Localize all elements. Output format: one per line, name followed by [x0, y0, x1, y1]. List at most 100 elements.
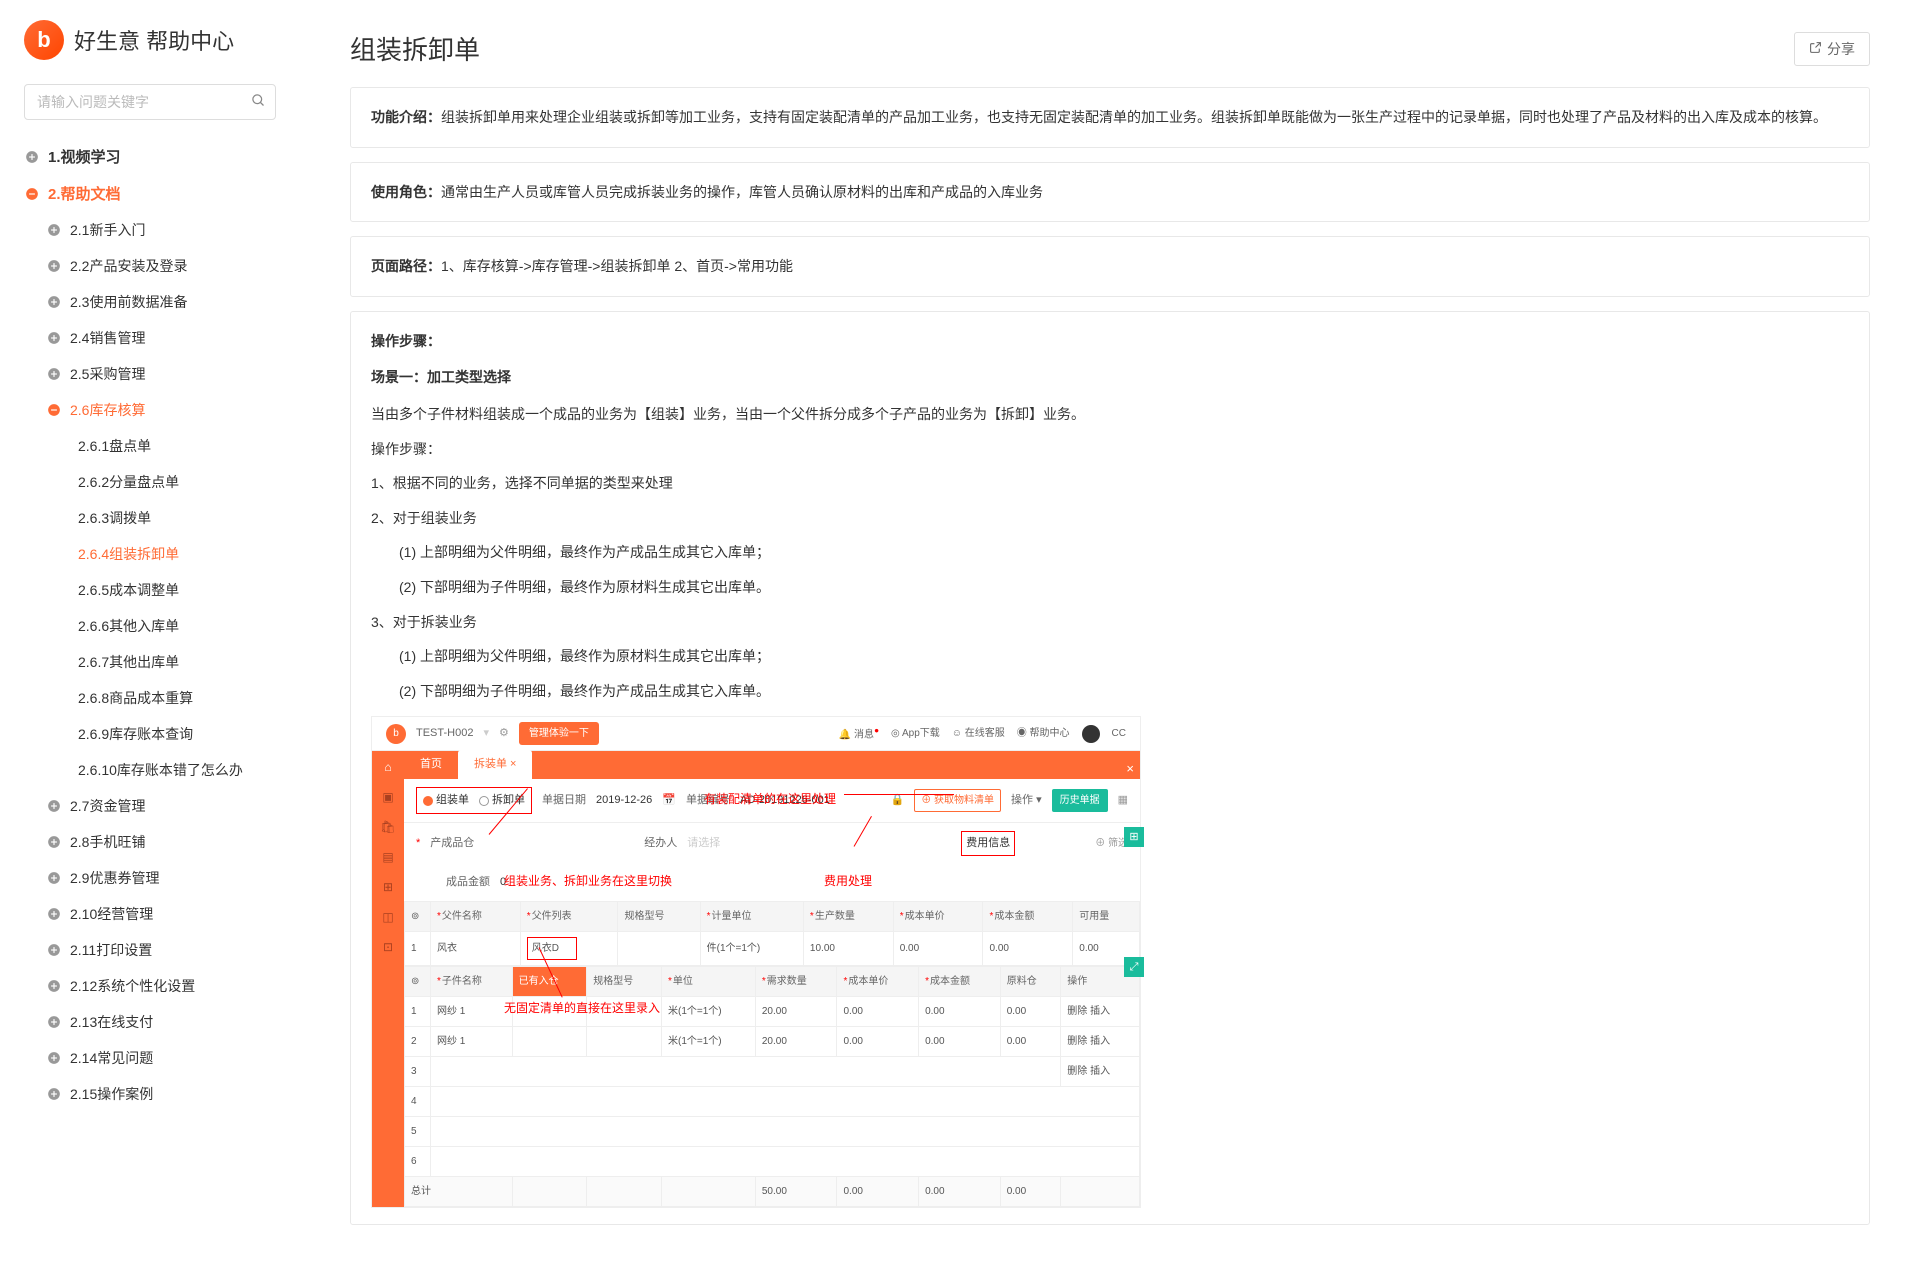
- nav-item[interactable]: 2.14常见问题: [24, 1040, 276, 1076]
- nav-item[interactable]: 2.6.9库存账本查询: [24, 716, 276, 752]
- ss-grid-icon[interactable]: ▦: [1118, 790, 1128, 811]
- ss-fee-input[interactable]: 费用信息: [961, 831, 1015, 856]
- ss-list-input[interactable]: 风衣D: [527, 937, 577, 960]
- nav-item[interactable]: 2.6.7其他出库单: [24, 644, 276, 680]
- role-label: 使用角色：: [371, 184, 441, 200]
- nav-item[interactable]: 2.4销售管理: [24, 320, 276, 356]
- step-2: 2、对于组装业务: [371, 505, 1849, 532]
- ss-calendar-icon[interactable]: 📅: [662, 790, 676, 811]
- nav-label: 2.6库存核算: [70, 400, 145, 420]
- plus-icon: [46, 834, 62, 850]
- ss-nav-item-icon[interactable]: ⊞: [380, 879, 396, 895]
- ss-annotation-3: 费用处理: [824, 870, 872, 893]
- ss-sidenav: ⌂ ▣ 🛍 ▤ ⊞ ◫ ⊡: [372, 751, 404, 1207]
- ss-row-del[interactable]: 删除: [1067, 1066, 1087, 1077]
- step-2b: (2) 下部明细为子件明细，最终作为原材料生成其它出库单。: [371, 574, 1849, 601]
- brand-logo-icon: b: [24, 20, 64, 60]
- nav-item[interactable]: 2.10经营管理: [24, 896, 276, 932]
- plus-icon: [46, 942, 62, 958]
- ss-radio-assemble[interactable]: 组装单: [423, 790, 469, 811]
- ss-tab-home[interactable]: 首页: [404, 750, 458, 779]
- nav-item[interactable]: 1.视频学习: [24, 138, 276, 175]
- nav-item[interactable]: 2.2产品安装及登录: [24, 248, 276, 284]
- ss-msg-icon[interactable]: 🔔 消息●: [839, 723, 879, 744]
- table-row: 总计 50.00 0.00 0.00 0.00: [405, 1176, 1140, 1206]
- ss-form-row-3: 成品金额 0 组装业务、拆卸业务在这里切换 费用处理: [404, 864, 1140, 901]
- ss-nav-item-icon[interactable]: ⊡: [380, 939, 396, 955]
- ss-annotation-1: 组装业务、拆卸业务在这里切换: [504, 870, 672, 893]
- nav-item[interactable]: 2.6.1盘点单: [24, 428, 276, 464]
- nav-label: 2.1新手入门: [70, 220, 145, 240]
- nav-item[interactable]: 2.5采购管理: [24, 356, 276, 392]
- scene-label: 场景一：加工类型选择: [371, 364, 1849, 391]
- ss-op-label[interactable]: 操作 ▾: [1011, 790, 1042, 811]
- ss-bom-button[interactable]: ⊕ 获取物料清单: [914, 789, 1001, 812]
- ss-app-link[interactable]: ◎ App下载: [891, 724, 940, 743]
- ss-logo-icon: b: [386, 724, 406, 744]
- ss-radio-disassemble[interactable]: 拆卸单: [479, 790, 525, 811]
- nav-label: 1.视频学习: [48, 146, 121, 167]
- ss-nav-home-icon[interactable]: ⌂: [380, 759, 396, 775]
- nav-item[interactable]: 2.8手机旺铺: [24, 824, 276, 860]
- search-icon[interactable]: [251, 93, 266, 111]
- ss-row-ins[interactable]: 插入: [1090, 1006, 1110, 1017]
- nav-label: 2.6.2分量盘点单: [78, 472, 179, 492]
- nav-item[interactable]: 2.6.5成本调整单: [24, 572, 276, 608]
- nav-label: 2.11打印设置: [70, 940, 152, 960]
- ss-expand-icon[interactable]: ⤢: [1124, 957, 1144, 977]
- ss-row-del[interactable]: 删除: [1067, 1036, 1087, 1047]
- ss-trial-button[interactable]: 管理体验一下: [519, 722, 599, 745]
- minus-icon: [46, 402, 62, 418]
- nav-item[interactable]: 2.15操作案例: [24, 1076, 276, 1112]
- nav-item[interactable]: 2.6.10库存账本错了怎么办: [24, 752, 276, 788]
- ss-row-ins[interactable]: 插入: [1090, 1036, 1110, 1047]
- nav-label: 2.6.4组装拆卸单: [78, 544, 179, 564]
- nav-item[interactable]: 2.6.4组装拆卸单: [24, 536, 276, 572]
- intro-label: 功能介绍：: [371, 109, 441, 125]
- plus-icon: [46, 258, 62, 274]
- brand-title: 好生意 帮助中心: [74, 24, 234, 56]
- ss-row-del[interactable]: 删除: [1067, 1006, 1087, 1017]
- ss-row-ins[interactable]: 插入: [1090, 1066, 1110, 1077]
- nav-item[interactable]: 2.11打印设置: [24, 932, 276, 968]
- path-text: 1、库存核算->库存管理->组装拆卸单 2、首页->常用功能: [441, 258, 793, 274]
- table-row: 1 风衣 风衣D 件(1个=1个) 10.00 0.00 0.00 0.00: [405, 931, 1140, 965]
- ss-history-button[interactable]: 历史单据: [1052, 789, 1108, 812]
- nav-item[interactable]: 2.6.3调拨单: [24, 500, 276, 536]
- ss-online-link[interactable]: ☺ 在线客服: [952, 724, 1005, 743]
- nav-item[interactable]: 2.6.8商品成本重算: [24, 680, 276, 716]
- ss-annotation-2: 有装配清单的在这里处理: [704, 788, 836, 811]
- sub-steps-label: 操作步骤：: [371, 436, 1849, 463]
- nav-item[interactable]: 2.9优惠券管理: [24, 860, 276, 896]
- nav-item[interactable]: 2.13在线支付: [24, 1004, 276, 1040]
- ss-expand-icon[interactable]: ⊞: [1124, 827, 1144, 847]
- ss-nav-item-icon[interactable]: ◫: [380, 909, 396, 925]
- ss-amount-label: 成品金额: [446, 872, 490, 893]
- ss-type-radio-group[interactable]: 组装单 拆卸单: [416, 787, 532, 814]
- page-title: 组装拆卸单: [350, 30, 480, 67]
- nav-item[interactable]: 2.帮助文档: [24, 175, 276, 212]
- nav-item[interactable]: 2.7资金管理: [24, 788, 276, 824]
- ss-tenant: TEST-H002: [416, 723, 473, 744]
- ss-tab-active[interactable]: 拆装单 ×: [458, 750, 532, 779]
- role-text: 通常由生产人员或库管人员完成拆装业务的操作，库管人员确认原材料的出库和产成品的入…: [441, 184, 1043, 200]
- ss-help-link[interactable]: ◉ 帮助中心: [1017, 724, 1070, 743]
- nav-item[interactable]: 2.6.6其他入库单: [24, 608, 276, 644]
- nav-label: 2.3使用前数据准备: [70, 292, 187, 312]
- ss-tabs-close-icon[interactable]: ×: [1126, 757, 1134, 782]
- ss-nav-item-icon[interactable]: 🛍: [380, 819, 396, 835]
- nav-item[interactable]: 2.6.2分量盘点单: [24, 464, 276, 500]
- search-input[interactable]: [24, 84, 276, 120]
- nav-item[interactable]: 2.6库存核算: [24, 392, 276, 428]
- nav-label: 2.7资金管理: [70, 796, 145, 816]
- nav-label: 2.2产品安装及登录: [70, 256, 187, 276]
- ss-avatar-icon[interactable]: [1082, 725, 1100, 743]
- plus-icon: [46, 366, 62, 382]
- ss-nav-item-icon[interactable]: ▤: [380, 849, 396, 865]
- nav-label: 2.6.1盘点单: [78, 436, 151, 456]
- nav-item[interactable]: 2.1新手入门: [24, 212, 276, 248]
- nav-item[interactable]: 2.3使用前数据准备: [24, 284, 276, 320]
- plus-icon: [46, 798, 62, 814]
- share-button[interactable]: 分享: [1794, 32, 1870, 66]
- ss-nav-item-icon[interactable]: ▣: [380, 789, 396, 805]
